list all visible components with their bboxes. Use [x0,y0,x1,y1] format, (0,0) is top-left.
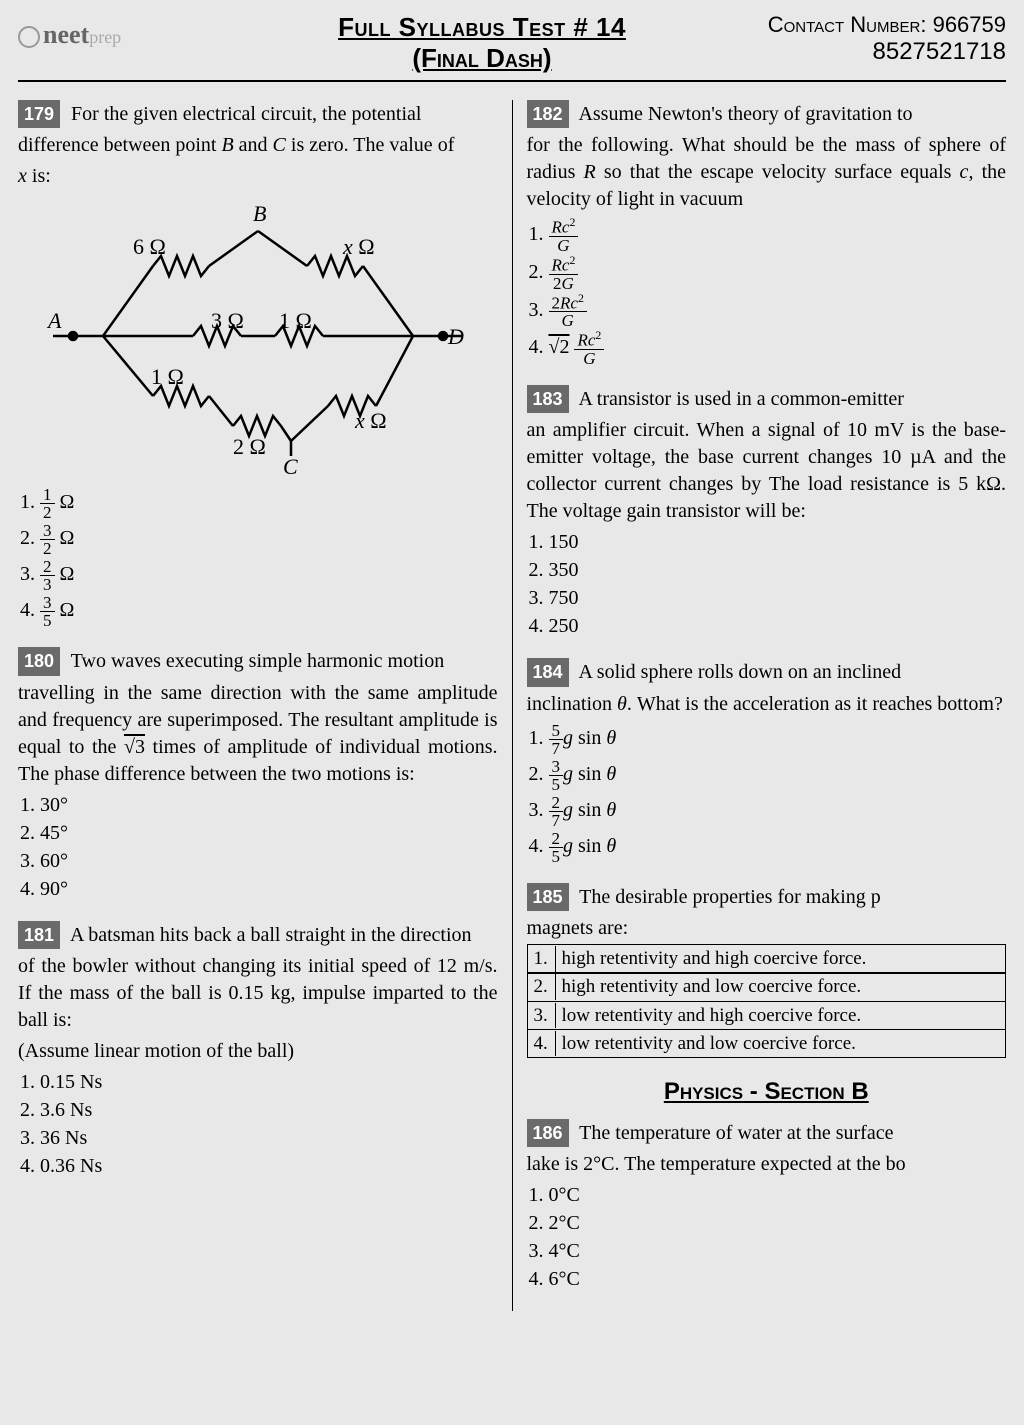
svg-text:B: B [253,201,266,226]
q179-opt-1: 1. 12 Ω [20,486,498,521]
q180-opt-2: 2. 45° [20,820,498,847]
q180-opt-3: 3. 60° [20,848,498,875]
left-column: 179 For the given electrical circuit, th… [18,100,513,1311]
node-d: D [447,324,464,349]
q186-opt-1: 1. 0°C [529,1182,1007,1209]
label-6ohm: 6 Ω [133,234,166,259]
columns: 179 For the given electrical circuit, th… [18,100,1006,1311]
circuit-diagram: B [43,196,473,476]
q180-opt-1: 1. 30° [20,792,498,819]
q186-options: 1. 0°C 2. 2°C 3. 4°C 4. 6°C [527,1182,1007,1293]
question-186: 186 The temperature of water at the surf… [527,1119,1007,1293]
qnum-186: 186 [527,1119,569,1147]
question-180: 180 Two waves executing simple harmonic … [18,647,498,902]
logo: neetprep [18,12,218,50]
q183-options: 1. 150 2. 350 3. 750 4. 250 [527,529,1007,640]
q182-opt-3: 3. 2Rc2G [529,293,1007,330]
node-c: C [283,454,298,476]
logo-sub: prep [89,27,121,47]
label-3ohm: 3 Ω [211,308,244,333]
node-a: A [46,308,62,333]
q182-opt-1: 1. Rc2G [529,217,1007,254]
q181-opt-1: 1. 0.15 Ns [20,1069,498,1096]
q182-opt-2: 2. Rc22G [529,255,1007,292]
q180-options: 1. 30° 2. 45° 3. 60° 4. 90° [18,792,498,903]
q179-opt-3: 3. 23 Ω [20,558,498,593]
label-1ohm-mid: 1 Ω [279,308,312,333]
q184-opt-3: 3. 27g sin θ [529,794,1007,829]
question-179: 179 For the given electrical circuit, th… [18,100,498,629]
q186-opt-3: 3. 4°C [529,1238,1007,1265]
q179-opt-4: 4. 35 Ω [20,594,498,629]
qnum-185: 185 [527,883,569,911]
q179-options: 1. 12 Ω 2. 32 Ω 3. 23 Ω 4. 35 Ω [18,486,498,629]
q185-opt-4: 4.low retentivity and low coercive force… [527,1029,1007,1059]
q181-options: 1. 0.15 Ns 2. 3.6 Ns 3. 36 Ns 4. 0.36 Ns [18,1069,498,1180]
q184-options: 1. 57g sin θ 2. 35g sin θ 3. 27g sin θ 4… [527,722,1007,865]
q181-note: (Assume linear motion of the ball) [18,1038,498,1065]
contact-num-1: 966759 [933,12,1006,37]
contact-label: Contact Number: [768,12,927,37]
q184-opt-2: 2. 35g sin θ [529,758,1007,793]
logo-icon [18,26,40,48]
contact-num-2: 8527521718 [873,38,1006,65]
q182-options: 1. Rc2G 2. Rc22G 3. 2Rc2G 4. √2 Rc2G [527,217,1007,367]
title-block: Full Syllabus Test # 14 (Final Dash) [218,12,746,74]
q183-opt-4: 4. 250 [529,613,1007,640]
contact-block: Contact Number: 966759 8527521718 [746,12,1006,66]
q183-opt-3: 3. 750 [529,585,1007,612]
q181-opt-3: 3. 36 Ns [20,1125,498,1152]
q185-opt-3: 3.low retentivity and high coercive forc… [527,1001,1007,1031]
qnum-182: 182 [527,100,569,128]
q185-options: 1.high retentivity and high coercive for… [527,944,1007,1058]
label-xohm-top: x Ω [342,234,375,259]
q186-opt-4: 4. 6°C [529,1266,1007,1293]
q184-opt-1: 1. 57g sin θ [529,722,1007,757]
label-1ohm-bot: 1 Ω [151,364,184,389]
logo-main: neet [43,20,89,49]
q184-opt-4: 4. 25g sin θ [529,830,1007,865]
q185-opt-1: 1.high retentivity and high coercive for… [527,944,1007,974]
title-line-2: (Final Dash) [218,43,746,74]
q185-opt-2: 2.high retentivity and low coercive forc… [527,972,1007,1002]
qnum-179: 179 [18,100,60,128]
q180-opt-4: 4. 90° [20,876,498,903]
question-185: 185 The desirable properties for making … [527,883,1007,1059]
label-2ohm: 2 Ω [233,434,266,459]
question-181: 181 A batsman hits back a ball straight … [18,921,498,1180]
qnum-181: 181 [18,921,60,949]
question-184: 184 A solid sphere rolls down on an incl… [527,658,1007,864]
qnum-180: 180 [18,647,60,675]
q182-opt-4: 4. √2 Rc2G [529,330,1007,367]
right-column: 182 Assume Newton's theory of gravitatio… [513,100,1007,1311]
q183-opt-2: 2. 350 [529,557,1007,584]
q181-opt-4: 4. 0.36 Ns [20,1153,498,1180]
q179-opt-2: 2. 32 Ω [20,522,498,557]
qnum-183: 183 [527,385,569,413]
q179-text1: For the given electrical circuit, the po… [71,103,421,125]
question-182: 182 Assume Newton's theory of gravitatio… [527,100,1007,367]
qnum-184: 184 [527,658,569,686]
q186-opt-2: 2. 2°C [529,1210,1007,1237]
q183-opt-1: 1. 150 [529,529,1007,556]
title-line-1: Full Syllabus Test # 14 [218,12,746,43]
page-header: neetprep Full Syllabus Test # 14 (Final … [18,12,1006,82]
label-xohm-bot: x Ω [354,408,387,433]
q181-opt-2: 2. 3.6 Ns [20,1097,498,1124]
section-b-heading: Physics - Section B [527,1076,1007,1108]
question-183: 183 A transistor is used in a common-emi… [527,385,1007,640]
